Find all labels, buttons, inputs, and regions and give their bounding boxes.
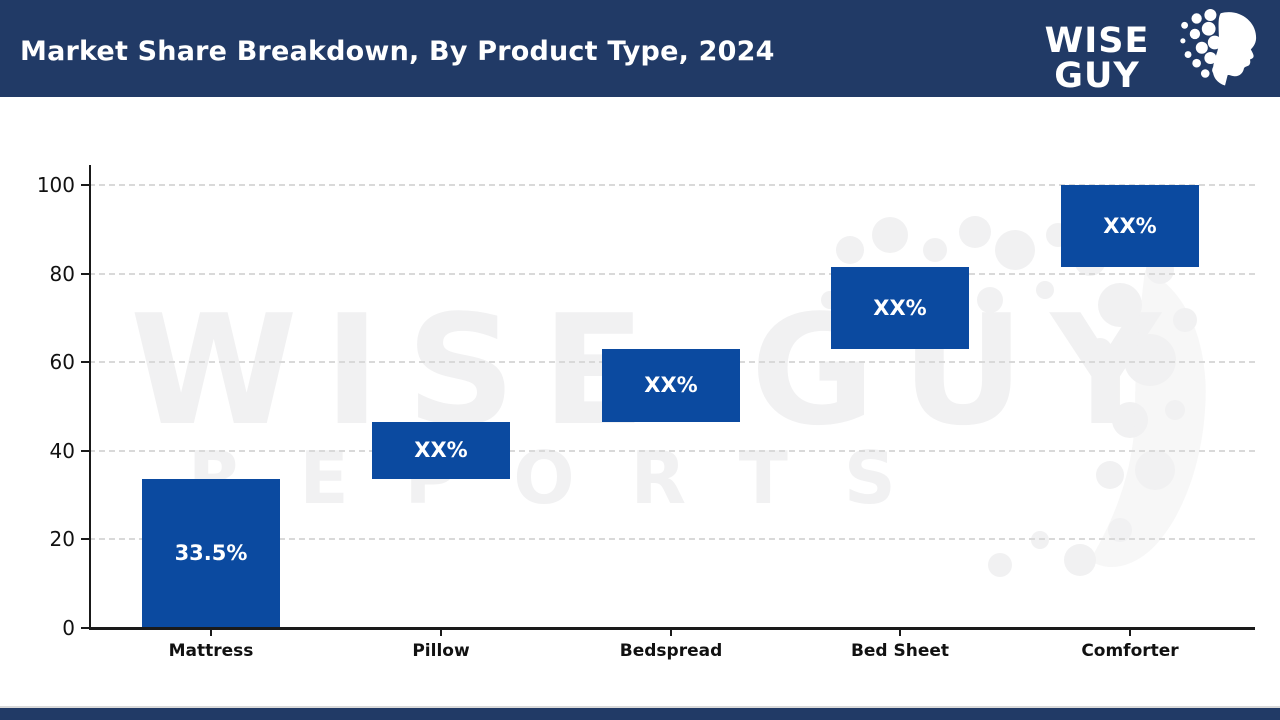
bar-pillow: XX% [372, 421, 510, 480]
brand-logo: WISE GUY REPORTS [1012, 8, 1262, 111]
brand-logo-reports: REPORTS [1032, 96, 1170, 111]
footer-bar [0, 706, 1280, 720]
y-tick-label-0: 0 [62, 615, 75, 640]
bar-value-label: XX% [414, 438, 468, 463]
bar-mattress: 33.5% [142, 479, 280, 628]
y-tick-mark-100 [81, 184, 89, 186]
y-tick-label-100: 100 [36, 173, 75, 197]
y-tick-label-80: 80 [49, 261, 75, 286]
y-tick-mark-20 [81, 538, 89, 540]
brand-logo-head-icon [1180, 9, 1257, 86]
brand-logo-text: WISE GUY REPORTS [1012, 21, 1182, 112]
x-category-label: Bed Sheet [850, 640, 950, 661]
bar-value-label: XX% [873, 295, 927, 320]
bar-value-label: 33.5% [174, 541, 248, 566]
x-category-label: Bedspread [619, 640, 723, 661]
chart-title: Market Share Breakdown, By Product Type,… [20, 36, 775, 67]
x-category-label: Comforter [1081, 640, 1179, 661]
y-tick-mark-60 [81, 361, 89, 363]
x-tick-mark-3 [899, 628, 901, 636]
y-tick-mark-80 [81, 272, 89, 275]
y-tick-label-20: 20 [49, 527, 75, 551]
bar-comforter: XX% [1061, 185, 1199, 267]
bar-value-label: XX% [644, 373, 698, 398]
y-tick-label-60: 60 [49, 350, 75, 374]
x-axis-line [89, 626, 1255, 630]
y-axis-line [89, 165, 91, 628]
x-tick-mark-4 [1129, 628, 1131, 636]
x-category-label: Pillow [412, 640, 470, 661]
x-category-label: Mattress [168, 640, 254, 661]
header-bar: Market Share Breakdown, By Product Type,… [0, 0, 1280, 111]
y-tick-mark-40 [81, 449, 89, 452]
brand-logo-wiseguy: WISE GUY [1044, 21, 1150, 96]
bar-value-label: XX% [1103, 213, 1157, 238]
gridline-y40 [89, 449, 1255, 452]
gridline-y80 [89, 272, 1255, 275]
bar-bed-sheet: XX% [831, 266, 969, 349]
x-tick-mark-2 [670, 628, 672, 636]
watermark-dots-head [821, 216, 1206, 577]
gridline-y100 [89, 184, 1255, 186]
gridline-y20 [89, 538, 1255, 540]
y-tick-mark-0 [81, 626, 89, 629]
x-tick-mark-1 [440, 628, 442, 636]
bar-bedspread: XX% [602, 348, 740, 422]
y-tick-label-40: 40 [49, 438, 75, 463]
x-tick-mark-0 [210, 628, 212, 636]
